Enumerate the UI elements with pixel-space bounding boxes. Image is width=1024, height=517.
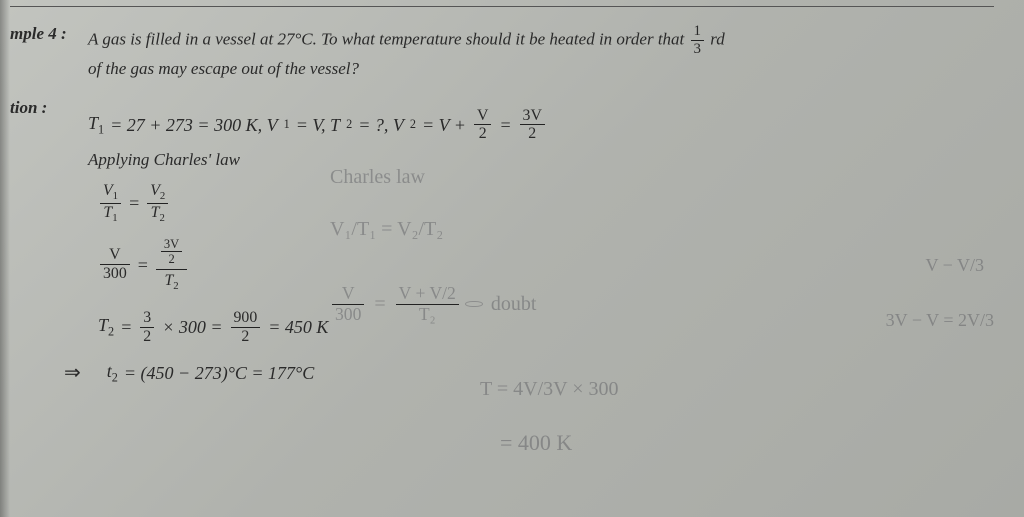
num: 900 [231, 310, 261, 328]
v1-part: = V, T [296, 112, 340, 138]
one-third-fraction: 1 3 [691, 24, 704, 57]
substituted-eq: V 300 = 3V 2 T2 [98, 238, 994, 292]
rhs-nested-frac: 3V 2 T2 [156, 238, 187, 292]
given-values: T1 = 27 + 273 = 300 K, V1 = V, T2 = ?, V… [88, 108, 994, 143]
frac-num: 1 [691, 24, 704, 41]
hand-charles: Charles law [330, 166, 425, 189]
page-scan: mple 4 : A gas is filled in a vessel at … [0, 0, 1024, 517]
equals: = [129, 190, 139, 216]
three-halves: 3 2 [140, 310, 154, 345]
t-letter: T [88, 113, 98, 133]
num: 3 [140, 310, 154, 328]
example-question: A gas is filled in a vessel at 27°C. To … [88, 24, 994, 82]
lhs-frac-2: V 300 [100, 247, 130, 282]
hand-eq2: V300 = V + V/2T₂ doubt [330, 285, 536, 323]
equals: = [138, 252, 148, 278]
example-label: mple 4 : [10, 24, 88, 44]
question-text-1: A gas is filled in a vessel at 27°C. To … [88, 29, 689, 48]
implies-arrow: ⇒ [64, 359, 81, 388]
charles-law-eq: V1 T1 = V2 T2 [98, 183, 994, 224]
three-v-over-2: 3V 2 [520, 108, 545, 143]
num: V [100, 247, 130, 265]
question-text-2: of the gas may escape out of the vessel? [88, 59, 359, 78]
den: 2 [140, 328, 154, 345]
lhs-frac: V1 T1 [100, 183, 121, 224]
num: V [474, 108, 491, 126]
solution-body: T1 = 27 + 273 = 300 K, V1 = V, T2 = ?, V… [88, 102, 994, 394]
hand-eq4: = 400 K [500, 430, 572, 456]
den: 300 [100, 265, 130, 282]
t2c-sym: t2 [107, 358, 118, 387]
eq: = [120, 314, 132, 340]
hand-side1: V − V/3 [926, 255, 985, 276]
solution-label: tion : [10, 98, 88, 118]
rhs-frac: V2 T2 [147, 183, 168, 224]
example-row: mple 4 : A gas is filled in a vessel at … [10, 24, 994, 82]
den: 2 [474, 125, 491, 142]
inner-den: 2 [161, 252, 182, 266]
inner-num: 3V [161, 238, 182, 253]
frac-den: 3 [691, 41, 704, 57]
solution-row: tion : T1 = 27 + 273 = 300 K, V1 = V, T2… [10, 98, 994, 394]
t2-sym: T2 [98, 312, 114, 341]
den: 2 [520, 125, 545, 142]
left-shadow [0, 0, 10, 517]
v-over-2: V 2 [474, 108, 491, 143]
final-text: = (450 − 273)°C = 177°C [124, 360, 314, 386]
t2-part: = ?, V [358, 112, 404, 138]
eq-sign: = [499, 112, 511, 138]
top-rule [10, 6, 994, 7]
den: 2 [231, 328, 261, 345]
num: 3V [520, 108, 545, 126]
times300: × 300 = [162, 314, 222, 340]
t1-sym: T1 [88, 110, 104, 139]
hand-eq1: V₁/T₁ = V₂/T₂ [330, 218, 443, 241]
nine-hundred-over-two: 900 2 [231, 310, 261, 345]
t2-result: T2 = 3 2 × 300 = 900 2 = 450 K [98, 310, 994, 345]
hand-eq3: T = 4V/3V × 300 [480, 378, 619, 401]
eq-450k: = 450 K [268, 314, 328, 340]
t1-val: = 27 + 273 = 300 K, V [110, 112, 277, 138]
v2-part: = V + [422, 112, 466, 138]
question-suffix: rd [710, 29, 725, 48]
applying-charles: Applying Charles' law [88, 148, 994, 173]
hand-side2: 3V − V = 2V/3 [886, 310, 994, 331]
